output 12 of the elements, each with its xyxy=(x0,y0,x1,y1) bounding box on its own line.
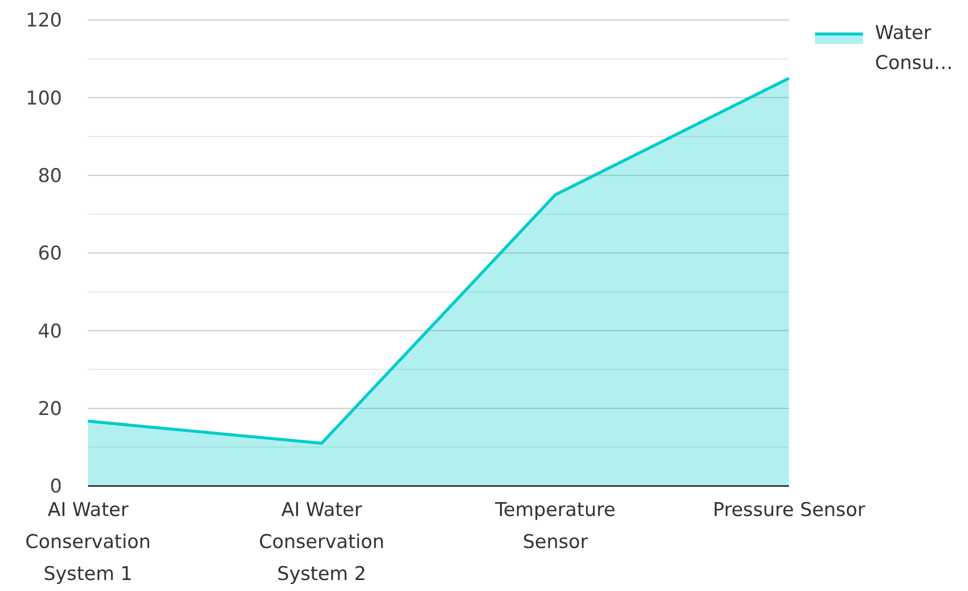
x-tick-label: Pressure Sensor xyxy=(712,499,866,521)
x-tick-label: Temperature Sensor xyxy=(494,499,616,553)
legend-label: Water Consu… xyxy=(875,22,953,74)
x-tick-label: AI Water Conservation System 1 xyxy=(25,499,151,585)
x-tick-label: AI Water Conservation System 2 xyxy=(258,499,384,585)
y-tick-label: 120 xyxy=(26,10,62,32)
y-tick-label: 40 xyxy=(38,320,62,342)
y-tick-label: 100 xyxy=(26,87,62,110)
y-tick-label: 0 xyxy=(50,476,62,498)
y-tick-label: 20 xyxy=(38,398,62,420)
y-tick-label: 80 xyxy=(38,164,62,187)
y-tick-label: 60 xyxy=(38,242,62,265)
